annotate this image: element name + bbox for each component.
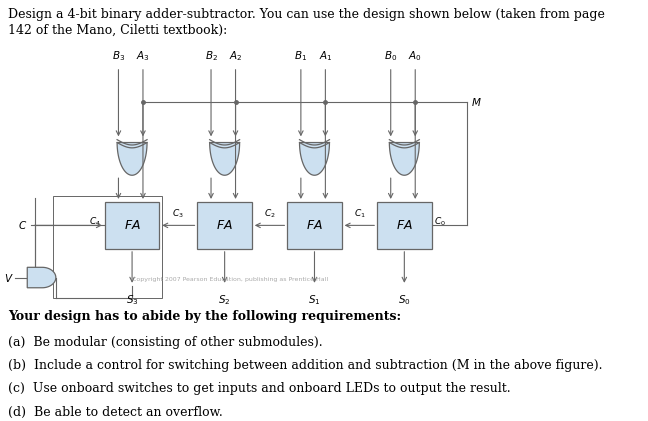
Text: $S_1$: $S_1$ xyxy=(308,293,321,307)
Text: $B_2$: $B_2$ xyxy=(205,49,218,63)
Text: $C_2$: $C_2$ xyxy=(264,208,275,221)
Text: $A_1$: $A_1$ xyxy=(319,49,332,63)
Text: 142 of the Mano, Ciletti textbook):: 142 of the Mano, Ciletti textbook): xyxy=(8,24,227,37)
Text: $C_1$: $C_1$ xyxy=(354,208,365,221)
Text: $S_2$: $S_2$ xyxy=(218,293,231,307)
Text: $S_0$: $S_0$ xyxy=(398,293,411,307)
Text: $V$: $V$ xyxy=(4,272,14,283)
Text: $FA$: $FA$ xyxy=(124,219,141,232)
Text: $A_0$: $A_0$ xyxy=(408,49,422,63)
Text: (d)  Be able to detect an overflow.: (d) Be able to detect an overflow. xyxy=(8,405,223,418)
FancyBboxPatch shape xyxy=(198,202,252,249)
Text: $FA$: $FA$ xyxy=(396,219,413,232)
Text: $C_0$: $C_0$ xyxy=(434,215,446,227)
Text: $B_1$: $B_1$ xyxy=(294,49,307,63)
Polygon shape xyxy=(210,143,240,175)
Text: $C_4$: $C_4$ xyxy=(89,215,100,227)
Text: $C$: $C$ xyxy=(17,219,27,232)
Text: (a)  Be modular (consisting of other submodules).: (a) Be modular (consisting of other subm… xyxy=(8,336,323,349)
Text: Copyright 2007 Pearson Education, publishing as Prentice Hall: Copyright 2007 Pearson Education, publis… xyxy=(132,277,328,282)
Text: Your design has to abide by the following requirements:: Your design has to abide by the followin… xyxy=(8,310,401,323)
Polygon shape xyxy=(389,143,419,175)
Text: $C_3$: $C_3$ xyxy=(172,208,184,221)
Text: $FA$: $FA$ xyxy=(306,219,323,232)
Text: $B_3$: $B_3$ xyxy=(112,49,125,63)
Text: $FA$: $FA$ xyxy=(216,219,233,232)
FancyBboxPatch shape xyxy=(377,202,432,249)
Bar xyxy=(53,196,162,298)
Polygon shape xyxy=(299,143,329,175)
Text: $B_0$: $B_0$ xyxy=(384,49,397,63)
Text: (c)  Use onboard switches to get inputs and onboard LEDs to output the result.: (c) Use onboard switches to get inputs a… xyxy=(8,382,511,395)
FancyBboxPatch shape xyxy=(105,202,159,249)
Text: $S_3$: $S_3$ xyxy=(126,293,139,307)
Polygon shape xyxy=(27,267,56,288)
Text: $A_2$: $A_2$ xyxy=(229,49,242,63)
FancyBboxPatch shape xyxy=(287,202,341,249)
Text: (b)  Include a control for switching between addition and subtraction (M in the : (b) Include a control for switching betw… xyxy=(8,359,603,372)
Text: $M$: $M$ xyxy=(471,96,482,108)
Text: Design a 4-bit binary adder-subtractor. You can use the design shown below (take: Design a 4-bit binary adder-subtractor. … xyxy=(8,8,605,21)
Polygon shape xyxy=(117,143,147,175)
Text: $A_3$: $A_3$ xyxy=(136,49,150,63)
